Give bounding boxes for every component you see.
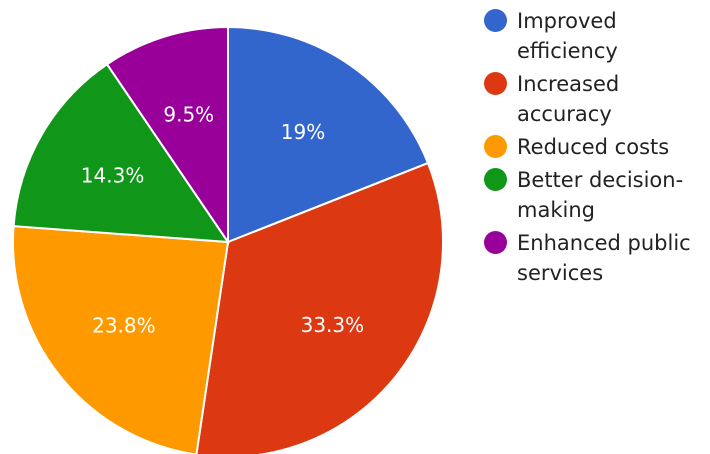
legend-label: Reduced costs	[517, 135, 670, 159]
legend-swatch	[484, 231, 507, 254]
pie-slice-reduced-costs[interactable]	[12, 225, 230, 454]
legend-item-enhanced-public-services[interactable]: Enhanced public services	[484, 228, 706, 288]
slice-value-label: 19%	[281, 120, 325, 144]
slice-value-label: 33.3%	[301, 313, 365, 337]
pie-slice-improved-efficiency[interactable]	[227, 25, 430, 244]
legend-label: Better decision-making	[517, 168, 684, 222]
legend-item-increased-accuracy[interactable]: Increased accuracy	[484, 69, 706, 129]
pie-slice-increased-accuracy[interactable]	[195, 161, 444, 454]
legend-item-better-decision-making[interactable]: Better decision-making	[484, 165, 706, 225]
legend: Improved efficiency Increased accuracy R…	[484, 6, 706, 291]
pie-slice-enhanced-public-services[interactable]	[105, 25, 229, 246]
pie-chart: 19% 33.3% 23.8% 14.3% 9.5%	[12, 25, 444, 454]
legend-label: Enhanced public services	[517, 231, 691, 285]
legend-swatch	[484, 72, 507, 95]
legend-swatch	[484, 135, 507, 158]
legend-label: Improved efficiency	[517, 9, 618, 63]
legend-swatch	[484, 168, 507, 191]
slice-value-label: 9.5%	[163, 103, 214, 127]
legend-item-reduced-costs[interactable]: Reduced costs	[484, 132, 706, 162]
legend-label: Increased accuracy	[517, 72, 620, 126]
legend-item-improved-efficiency[interactable]: Improved efficiency	[484, 6, 706, 66]
legend-swatch	[484, 9, 507, 32]
slice-value-label: 14.3%	[81, 163, 145, 187]
slice-value-label: 23.8%	[92, 313, 156, 337]
pie-slice-better-decision-making[interactable]	[12, 62, 230, 244]
